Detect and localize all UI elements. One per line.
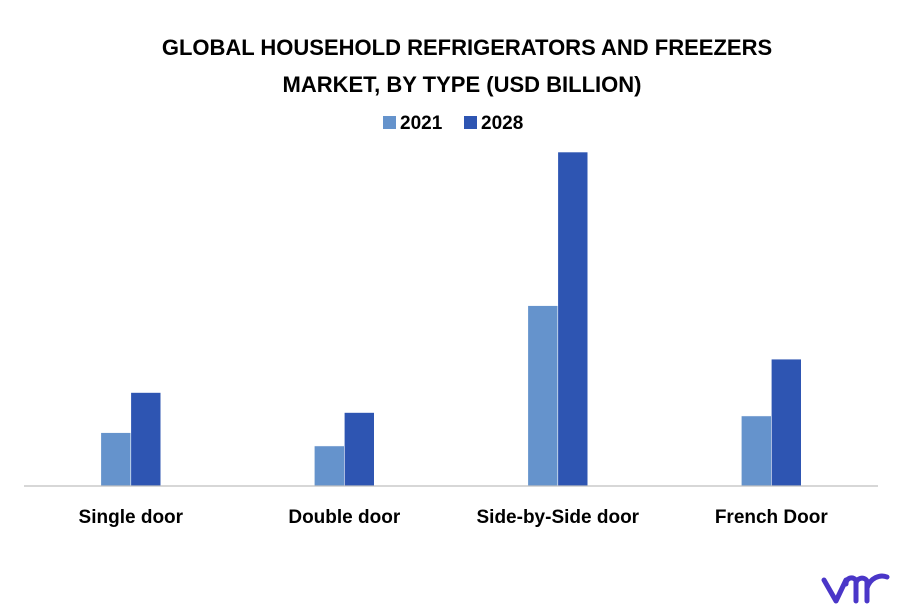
legend-swatch-2028 bbox=[464, 116, 477, 129]
category-label-single-door: Single door bbox=[79, 507, 184, 528]
bar-french-door-2028 bbox=[770, 358, 802, 487]
legend-label-2021: 2021 bbox=[400, 113, 443, 134]
chart-title-line-2: MARKET, BY TYPE (USD BILLION) bbox=[283, 72, 642, 97]
vmr-logo-icon bbox=[821, 573, 890, 604]
category-label-double-door: Double door bbox=[288, 507, 400, 528]
plot-area: Single door Double door Side-by-Side door F… bbox=[79, 151, 829, 528]
bar-double-door-2021 bbox=[313, 445, 345, 487]
bar-side-by-side-door-2028 bbox=[557, 151, 589, 487]
legend: 2021 2028 bbox=[383, 113, 523, 134]
category-label-side-by-side-door: Side-by-Side door bbox=[477, 507, 640, 528]
bar-side-by-side-door-2021 bbox=[527, 305, 559, 487]
category-label-french-door: French Door bbox=[715, 507, 829, 528]
bar-double-door-2028 bbox=[343, 412, 375, 487]
legend-label-2028: 2028 bbox=[481, 113, 523, 134]
bar-single-door-2028 bbox=[130, 392, 162, 487]
chart-title-line-1: GLOBAL HOUSEHOLD REFRIGERATORS AND FREEZ… bbox=[162, 35, 772, 60]
legend-swatch-2021 bbox=[383, 116, 396, 129]
bar-french-door-2021 bbox=[740, 415, 772, 487]
vmr-logo: vmr bbox=[821, 573, 890, 604]
bar-single-door-2021 bbox=[100, 432, 132, 487]
